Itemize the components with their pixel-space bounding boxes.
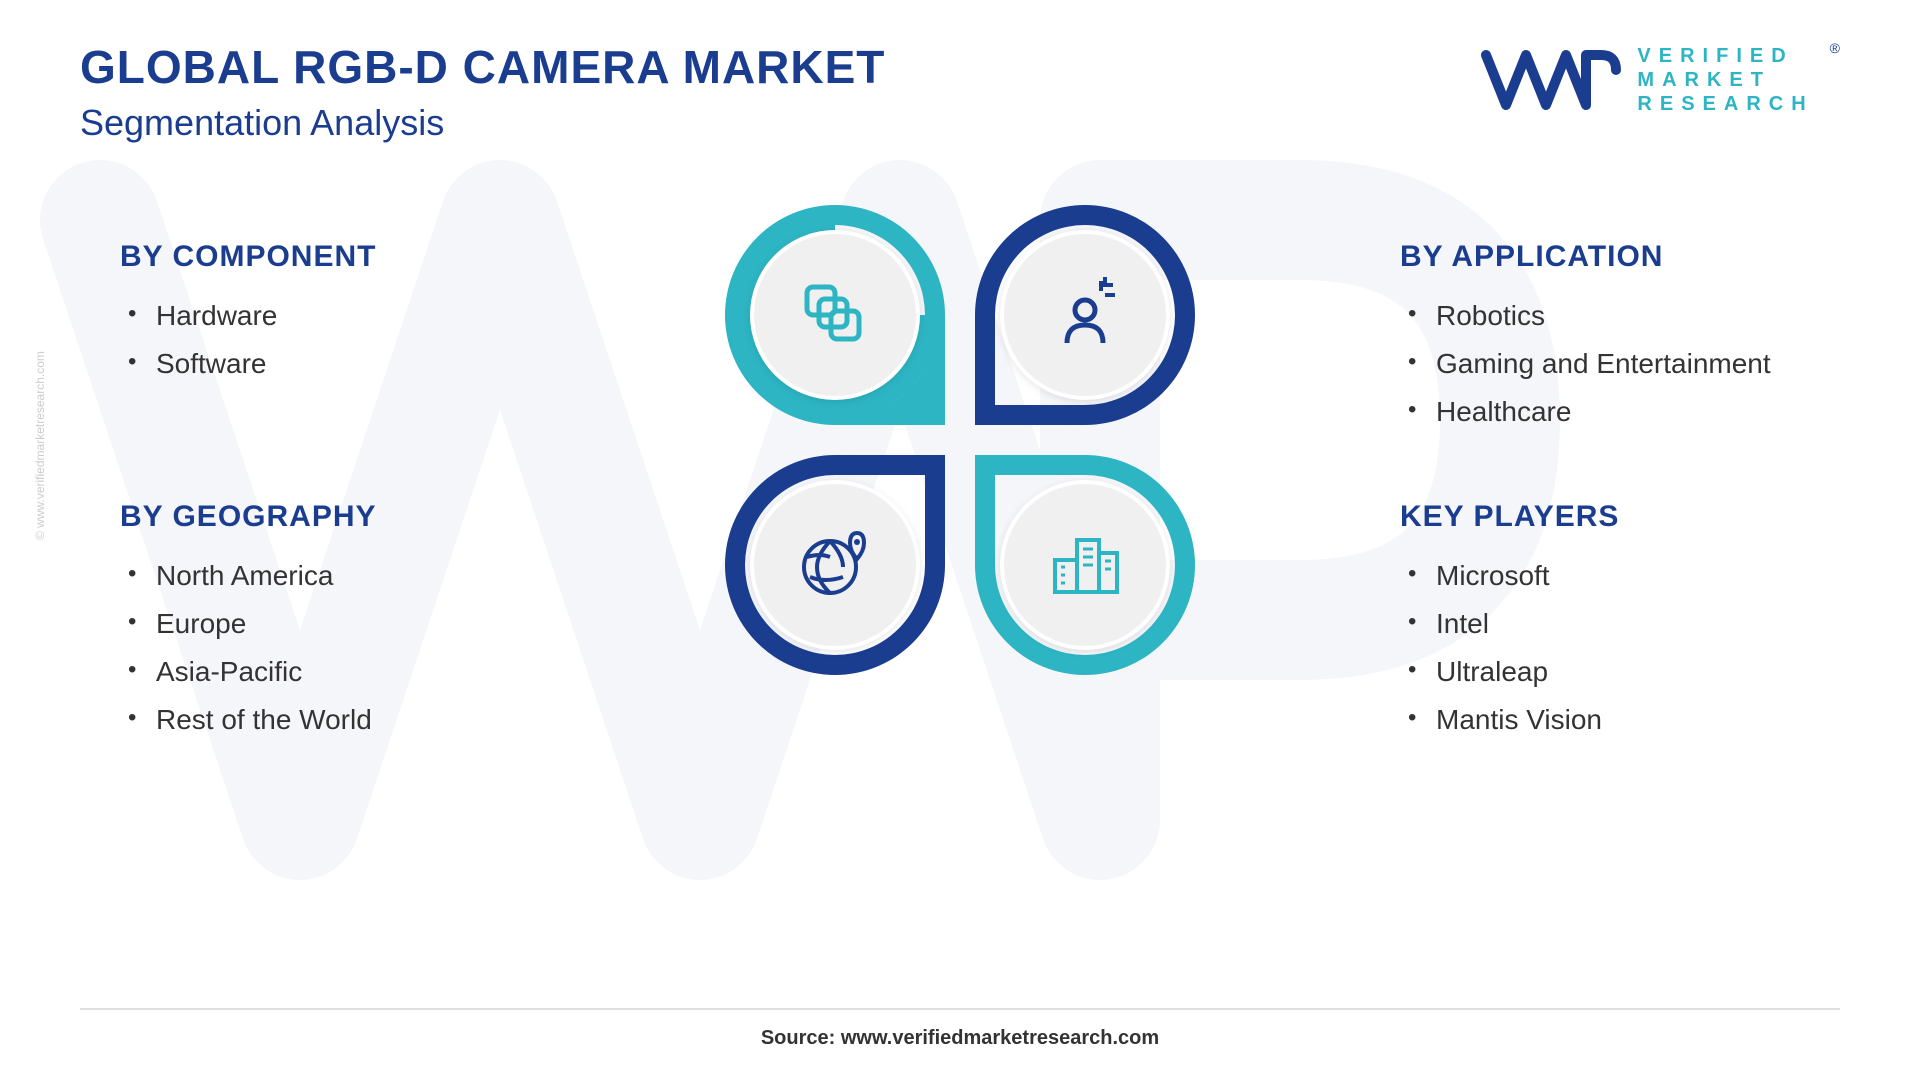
- petal-circle-tl: [750, 230, 920, 400]
- petal-top-left: [720, 200, 950, 430]
- section-header-application: BY APPLICATION: [1400, 240, 1860, 274]
- globe-pin-icon: [795, 525, 875, 605]
- list-item: Asia-Pacific: [120, 648, 540, 696]
- section-header-component: BY COMPONENT: [120, 240, 540, 274]
- petal-circle-bl: [750, 480, 920, 650]
- list-item: Mantis Vision: [1400, 696, 1860, 744]
- section-application: BY APPLICATION Robotics Gaming and Enter…: [1400, 240, 1860, 436]
- section-list-application: Robotics Gaming and Entertainment Health…: [1400, 292, 1860, 436]
- layers-icon: [795, 275, 875, 355]
- list-item: Gaming and Entertainment: [1400, 340, 1860, 388]
- petal-bottom-left: [720, 450, 950, 680]
- list-item: Microsoft: [1400, 552, 1860, 600]
- buildings-icon: [1045, 525, 1125, 605]
- section-players: KEY PLAYERS Microsoft Intel Ultraleap Ma…: [1400, 500, 1860, 744]
- section-header-geography: BY GEOGRAPHY: [120, 500, 540, 534]
- footer-divider: [80, 1008, 1840, 1010]
- source-attribution: Source: www.verifiedmarketresearch.com: [761, 1027, 1159, 1050]
- list-item: Rest of the World: [120, 696, 540, 744]
- person-scan-icon: [1045, 275, 1125, 355]
- list-item: Robotics: [1400, 292, 1860, 340]
- petal-diagram: [720, 200, 1200, 680]
- petal-circle-br: [1000, 480, 1170, 650]
- page-subtitle: Segmentation Analysis: [80, 102, 885, 144]
- vmr-logo-text: VERIFIED MARKET RESEARCH: [1637, 44, 1813, 116]
- section-geography: BY GEOGRAPHY North America Europe Asia-P…: [120, 500, 540, 744]
- section-list-players: Microsoft Intel Ultraleap Mantis Vision: [1400, 552, 1860, 744]
- list-item: Hardware: [120, 292, 540, 340]
- list-item: Software: [120, 340, 540, 388]
- list-item: North America: [120, 552, 540, 600]
- petal-bottom-right: [970, 450, 1200, 680]
- trademark-symbol: ®: [1830, 40, 1840, 56]
- section-component: BY COMPONENT Hardware Software: [120, 240, 540, 388]
- content-area: BY COMPONENT Hardware Software BY APPLIC…: [0, 200, 1920, 820]
- list-item: Europe: [120, 600, 540, 648]
- section-header-players: KEY PLAYERS: [1400, 500, 1860, 534]
- list-item: Healthcare: [1400, 388, 1860, 436]
- petal-top-right: [970, 200, 1200, 430]
- section-list-component: Hardware Software: [120, 292, 540, 388]
- section-list-geography: North America Europe Asia-Pacific Rest o…: [120, 552, 540, 744]
- vmr-logo-mark: [1481, 40, 1621, 120]
- list-item: Intel: [1400, 600, 1860, 648]
- petal-circle-tr: [1000, 230, 1170, 400]
- list-item: Ultraleap: [1400, 648, 1860, 696]
- header: GLOBAL RGB-D CAMERA MARKET Segmentation …: [80, 40, 885, 144]
- page-title: GLOBAL RGB-D CAMERA MARKET: [80, 40, 885, 94]
- vmr-logo: VERIFIED MARKET RESEARCH ®: [1481, 40, 1840, 120]
